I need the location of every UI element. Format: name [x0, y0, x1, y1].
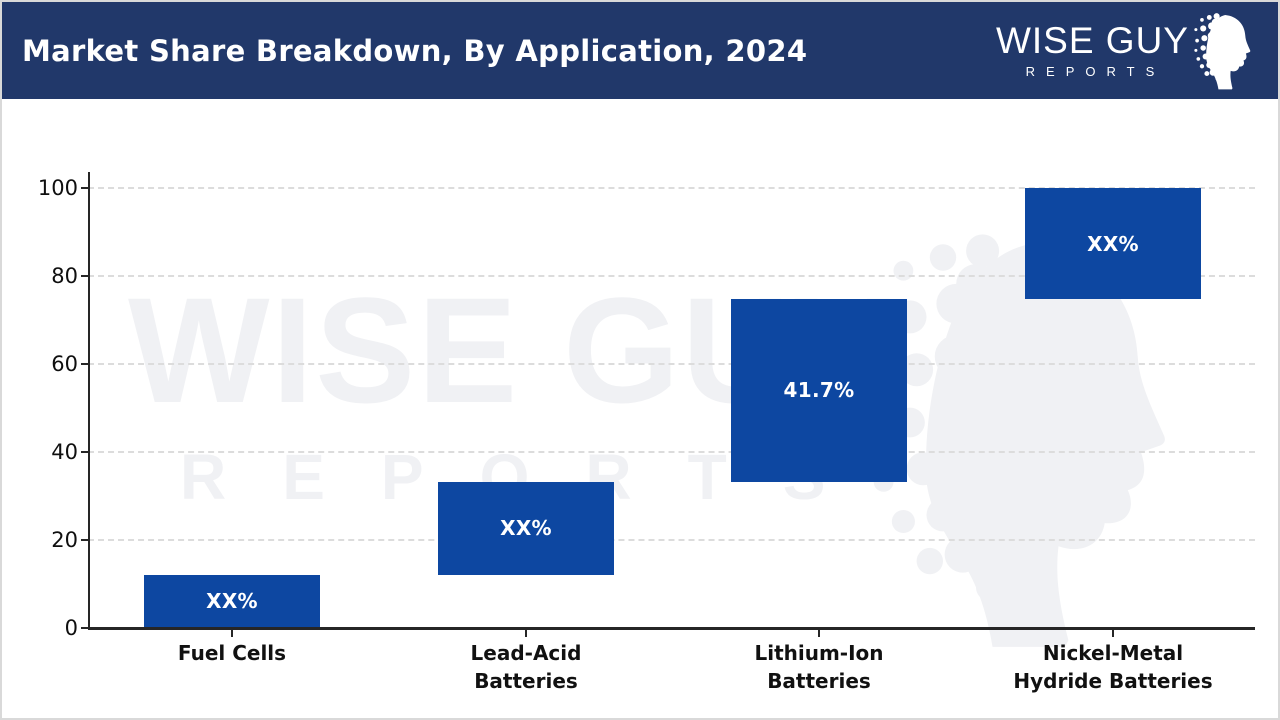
- x-tick-mark: [1112, 630, 1114, 637]
- brand-logo: WISE GUY REPORTS: [996, 11, 1252, 91]
- y-tick-mark: [81, 275, 88, 278]
- chart-title: Market Share Breakdown, By Application, …: [22, 33, 808, 68]
- category-label: Nickel-Metal Hydride Batteries: [1013, 641, 1213, 693]
- bar: 41.7%: [731, 298, 907, 483]
- bar-value-label: XX%: [206, 589, 258, 614]
- gridline: [88, 363, 1255, 366]
- header: Market Share Breakdown, By Application, …: [2, 2, 1278, 99]
- y-tick-mark: [81, 627, 88, 629]
- y-tick-mark: [81, 363, 88, 366]
- y-tick-label: 60: [51, 352, 78, 377]
- category-label: Fuel Cells: [177, 641, 287, 665]
- bar: XX%: [1025, 188, 1201, 299]
- x-axis-line: [88, 627, 1255, 630]
- x-tick-mark: [525, 630, 527, 637]
- x-tick-mark: [818, 630, 820, 637]
- y-tick-label: 0: [64, 616, 78, 640]
- bar-value-label: XX%: [500, 516, 552, 541]
- y-tick-mark: [81, 187, 88, 190]
- bar: XX%: [438, 482, 614, 575]
- y-tick-label: 100: [37, 176, 78, 201]
- category-label: Lead-Acid Batteries: [470, 641, 582, 693]
- brand-subtitle: REPORTS: [1025, 64, 1166, 79]
- y-tick-mark: [81, 451, 88, 454]
- bar-value-label: 41.7%: [783, 378, 855, 403]
- gridline: [88, 275, 1255, 278]
- brand-head-icon: [1194, 12, 1251, 89]
- category-label: Lithium-Ion Batteries: [754, 641, 884, 693]
- brand-name: WISE GUY: [995, 20, 1189, 61]
- gridline: [88, 451, 1255, 454]
- gridline: [88, 187, 1255, 190]
- y-tick-label: 20: [51, 528, 78, 553]
- x-tick-mark: [231, 630, 233, 637]
- bar: XX%: [144, 574, 320, 628]
- gridline: [88, 539, 1255, 542]
- y-axis-line: [88, 172, 90, 630]
- y-tick-mark: [81, 539, 88, 542]
- y-tick-label: 80: [51, 264, 78, 289]
- brand-logo-text: WISE GUY REPORTS: [996, 22, 1189, 79]
- bar-value-label: XX%: [1087, 231, 1139, 256]
- y-tick-label: 40: [51, 440, 78, 465]
